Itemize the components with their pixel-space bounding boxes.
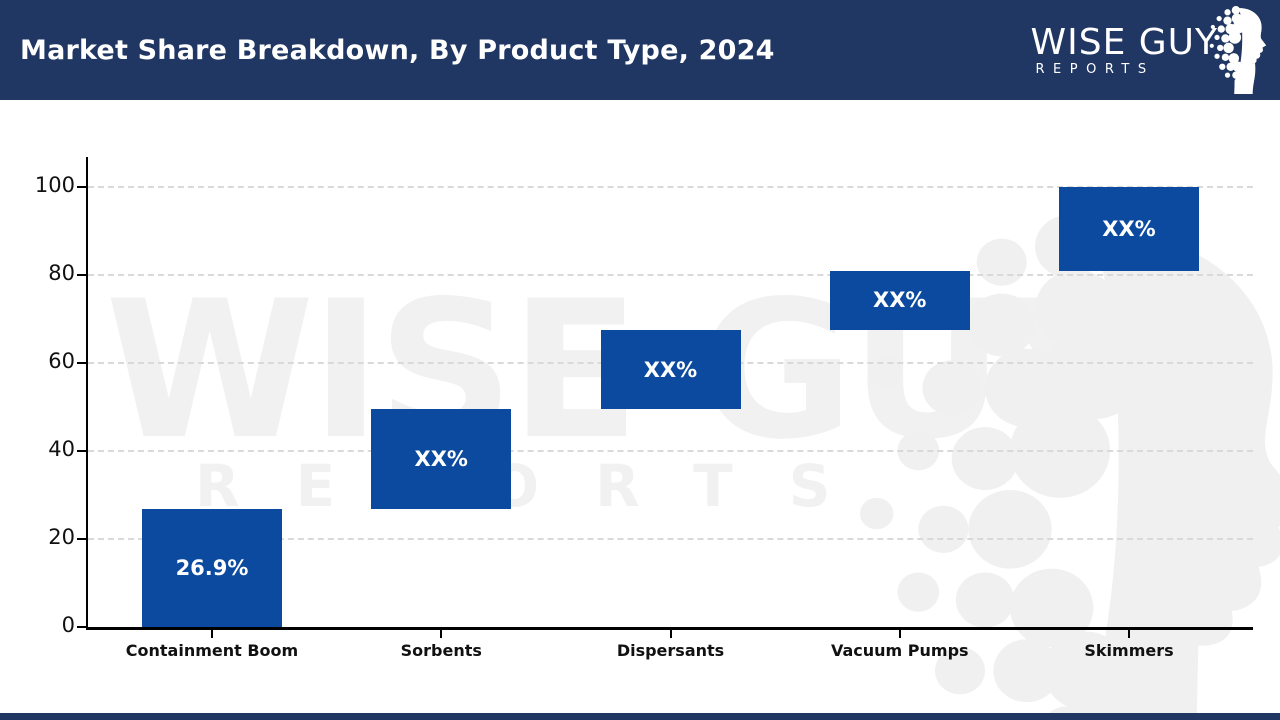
y-tick-label: 0 bbox=[61, 613, 75, 637]
bar-containment-boom: 26.9% bbox=[142, 508, 282, 627]
y-tick-label: 20 bbox=[48, 525, 75, 549]
gridline-20 bbox=[88, 538, 1253, 540]
logo-wordmark: WISE GUY REPORTS bbox=[1030, 21, 1219, 77]
y-tick-mark bbox=[77, 274, 87, 276]
bar-value-label: 26.9% bbox=[175, 555, 249, 580]
y-tick-mark bbox=[77, 362, 87, 364]
bar-skimmers: XX% bbox=[1059, 187, 1199, 271]
y-tick-mark bbox=[77, 186, 87, 188]
y-tick-label: 60 bbox=[48, 349, 75, 373]
gridline-100 bbox=[88, 186, 1253, 188]
x-axis-line bbox=[86, 627, 1253, 630]
bar-value-label: XX% bbox=[873, 288, 927, 313]
category-label-skimmers: Skimmers bbox=[1084, 641, 1174, 660]
bar-dispersants: XX% bbox=[600, 330, 741, 410]
chart-area: WISE GUY REPORTS 0 20 40 60 80 100 26.9% Contai… bbox=[0, 100, 1280, 713]
y-tick-mark bbox=[77, 538, 87, 540]
category-label-containment-boom: Containment Boom bbox=[125, 641, 299, 660]
x-tick-mark bbox=[669, 630, 672, 638]
logo-head-icon bbox=[1209, 6, 1267, 94]
x-tick-mark bbox=[440, 630, 443, 638]
gridline-80 bbox=[88, 274, 1253, 276]
gridline-40 bbox=[88, 450, 1253, 452]
header-bar: Market Share Breakdown, By Product Type,… bbox=[0, 0, 1280, 100]
logo-sub-text: REPORTS bbox=[1035, 61, 1155, 77]
y-tick-label: 40 bbox=[48, 437, 75, 461]
x-tick-mark bbox=[898, 630, 901, 638]
logo-brand-text: WISE GUY bbox=[1030, 21, 1218, 63]
x-tick-mark bbox=[1128, 630, 1130, 638]
y-tick-mark bbox=[77, 450, 87, 452]
y-tick-label: 80 bbox=[48, 261, 75, 285]
x-tick-mark bbox=[211, 630, 213, 638]
brand-logo: WISE GUY REPORTS bbox=[1031, 6, 1271, 94]
category-label-sorbents: Sorbents bbox=[400, 641, 482, 660]
bar-sorbents: XX% bbox=[371, 409, 512, 509]
category-label-dispersants: Dispersants bbox=[616, 641, 725, 660]
watermark-sub-text: REPORTS bbox=[195, 452, 887, 520]
bar-value-label: XX% bbox=[414, 446, 468, 471]
y-tick-mark bbox=[77, 626, 87, 628]
chart-title: Market Share Breakdown, By Product Type,… bbox=[20, 34, 775, 66]
bar-vacuum-pumps: XX% bbox=[829, 270, 970, 330]
plot: 0 20 40 60 80 100 26.9% Containment Boom XX% Sorb… bbox=[0, 100, 1280, 713]
bar-value-label: XX% bbox=[643, 357, 698, 382]
footer-bar bbox=[0, 713, 1280, 720]
y-tick-label: 100 bbox=[34, 173, 75, 197]
bar-value-label: XX% bbox=[1102, 216, 1156, 241]
category-label-vacuum-pumps: Vacuum Pumps bbox=[830, 641, 969, 660]
y-axis-line bbox=[86, 157, 88, 630]
